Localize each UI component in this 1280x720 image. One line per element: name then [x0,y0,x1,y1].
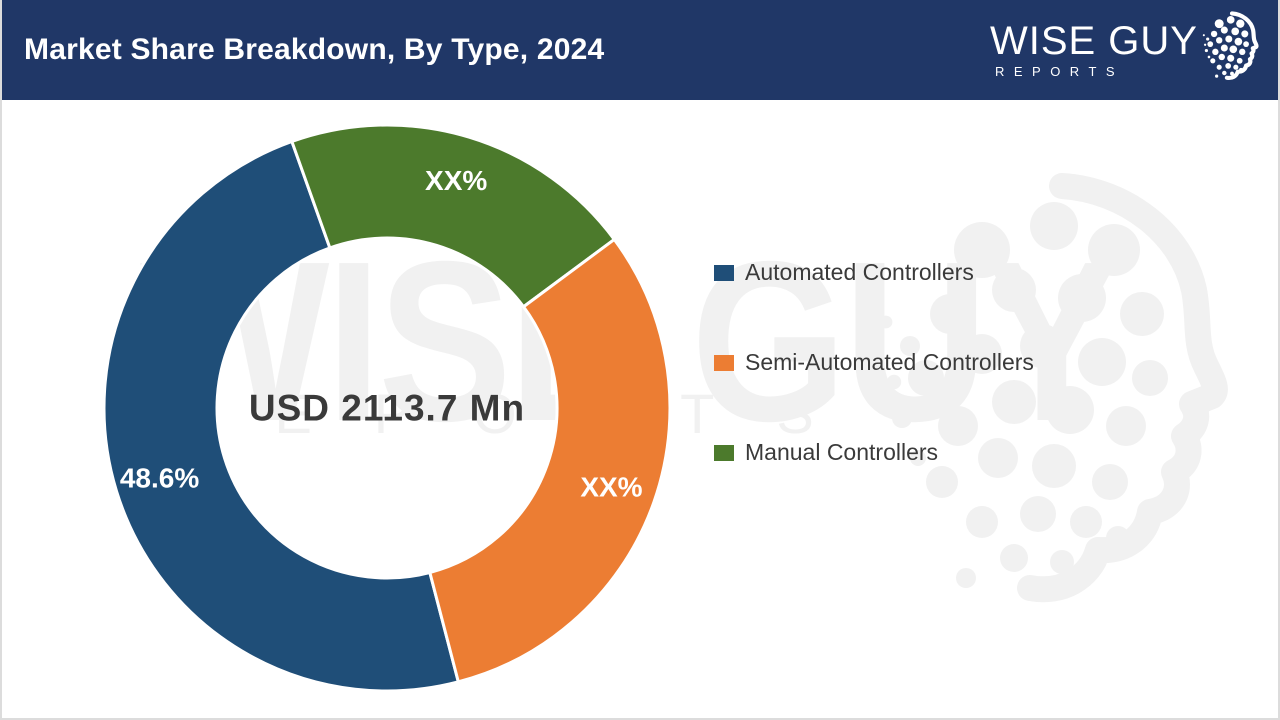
watermark-brand-subtitle: REPORTS [172,382,876,445]
brand-head-icon [1200,8,1264,93]
brand-logo: WISE GUY REPORTS [990,8,1264,93]
watermark-head-icon [862,162,1262,647]
legend-label: Manual Controllers [745,439,939,465]
legend-label: Automated Controllers [745,259,974,285]
page-title: Market Share Breakdown, By Type, 2024 [24,33,605,66]
donut-segment-manual-controllers [290,123,616,309]
segment-pct-label: XX% [580,472,642,503]
brand-subtitle: REPORTS [994,64,1125,79]
header-bar: Market Share Breakdown, By Type, 2024 WI… [2,0,1278,100]
brand-name: WISE GUY [989,19,1198,63]
legend-label: Semi-Automated Controllers [745,349,1034,375]
donut-center-value: USD 2113.7 Mn [249,388,525,429]
legend-swatch-manual-controllers [714,444,734,461]
legend-swatch-automated-controllers [714,264,734,281]
donut-chart: 48.6% XX% XX% USD 2113.7 Mn [102,123,672,693]
segment-pct-label: XX% [425,165,487,196]
legend-item-automated-controllers: Automated Controllers [714,259,974,287]
segment-pct-label: 48.6% [120,463,199,494]
donut-segment-automated-controllers [102,139,460,693]
legend-item-manual-controllers: Manual Controllers [714,439,938,467]
donut-segment-semi-automated-controllers [428,237,672,684]
legend-swatch-semi-automated-controllers [714,354,734,371]
brand-text: WISE GUY REPORTS [990,21,1198,79]
legend-item-semi-automated-controllers: Semi-Automated Controllers [714,349,1034,377]
